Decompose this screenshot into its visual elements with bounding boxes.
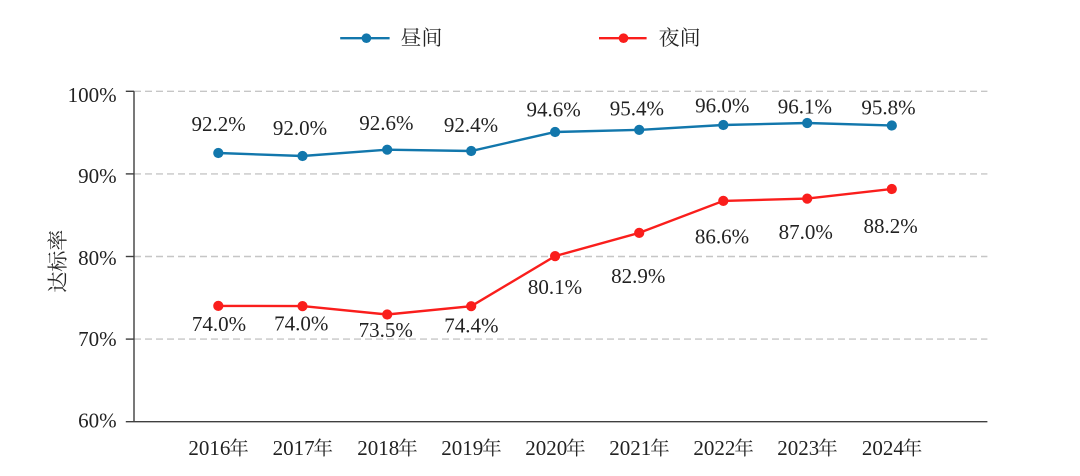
svg-text:96.1%: 96.1% [778, 95, 832, 119]
svg-text:2016: 2016 [188, 436, 230, 460]
svg-text:100%: 100% [68, 83, 117, 107]
svg-text:2020: 2020 [525, 436, 567, 460]
svg-text:2018: 2018 [357, 436, 399, 460]
svg-text:74.0%: 74.0% [192, 312, 246, 336]
svg-text:2019: 2019 [441, 436, 483, 460]
svg-text:87.0%: 87.0% [779, 220, 833, 244]
svg-text:74.4%: 74.4% [444, 313, 498, 337]
svg-text:92.0%: 92.0% [273, 116, 327, 140]
svg-text:70%: 70% [78, 327, 117, 351]
svg-text:90%: 90% [78, 164, 117, 188]
svg-text:88.2%: 88.2% [863, 214, 917, 238]
svg-text:2017: 2017 [273, 436, 315, 460]
svg-text:2021: 2021 [609, 436, 651, 460]
svg-text:94.6%: 94.6% [526, 97, 580, 121]
svg-text:86.6%: 86.6% [695, 224, 749, 248]
svg-text:82.9%: 82.9% [611, 264, 665, 288]
svg-text:80%: 80% [78, 246, 117, 270]
svg-text:80.1%: 80.1% [528, 275, 582, 299]
svg-text:92.6%: 92.6% [359, 111, 413, 135]
svg-text:73.5%: 73.5% [359, 318, 413, 342]
svg-text:95.4%: 95.4% [610, 97, 664, 121]
svg-text:95.8%: 95.8% [861, 96, 915, 120]
svg-text:2024: 2024 [862, 436, 905, 460]
svg-text:92.2%: 92.2% [191, 112, 245, 136]
svg-text:2023: 2023 [777, 436, 819, 460]
svg-text:2022: 2022 [693, 436, 735, 460]
svg-text:74.0%: 74.0% [274, 312, 328, 336]
svg-text:92.4%: 92.4% [444, 113, 498, 137]
svg-text:96.0%: 96.0% [695, 94, 749, 118]
svg-text:60%: 60% [78, 408, 117, 432]
